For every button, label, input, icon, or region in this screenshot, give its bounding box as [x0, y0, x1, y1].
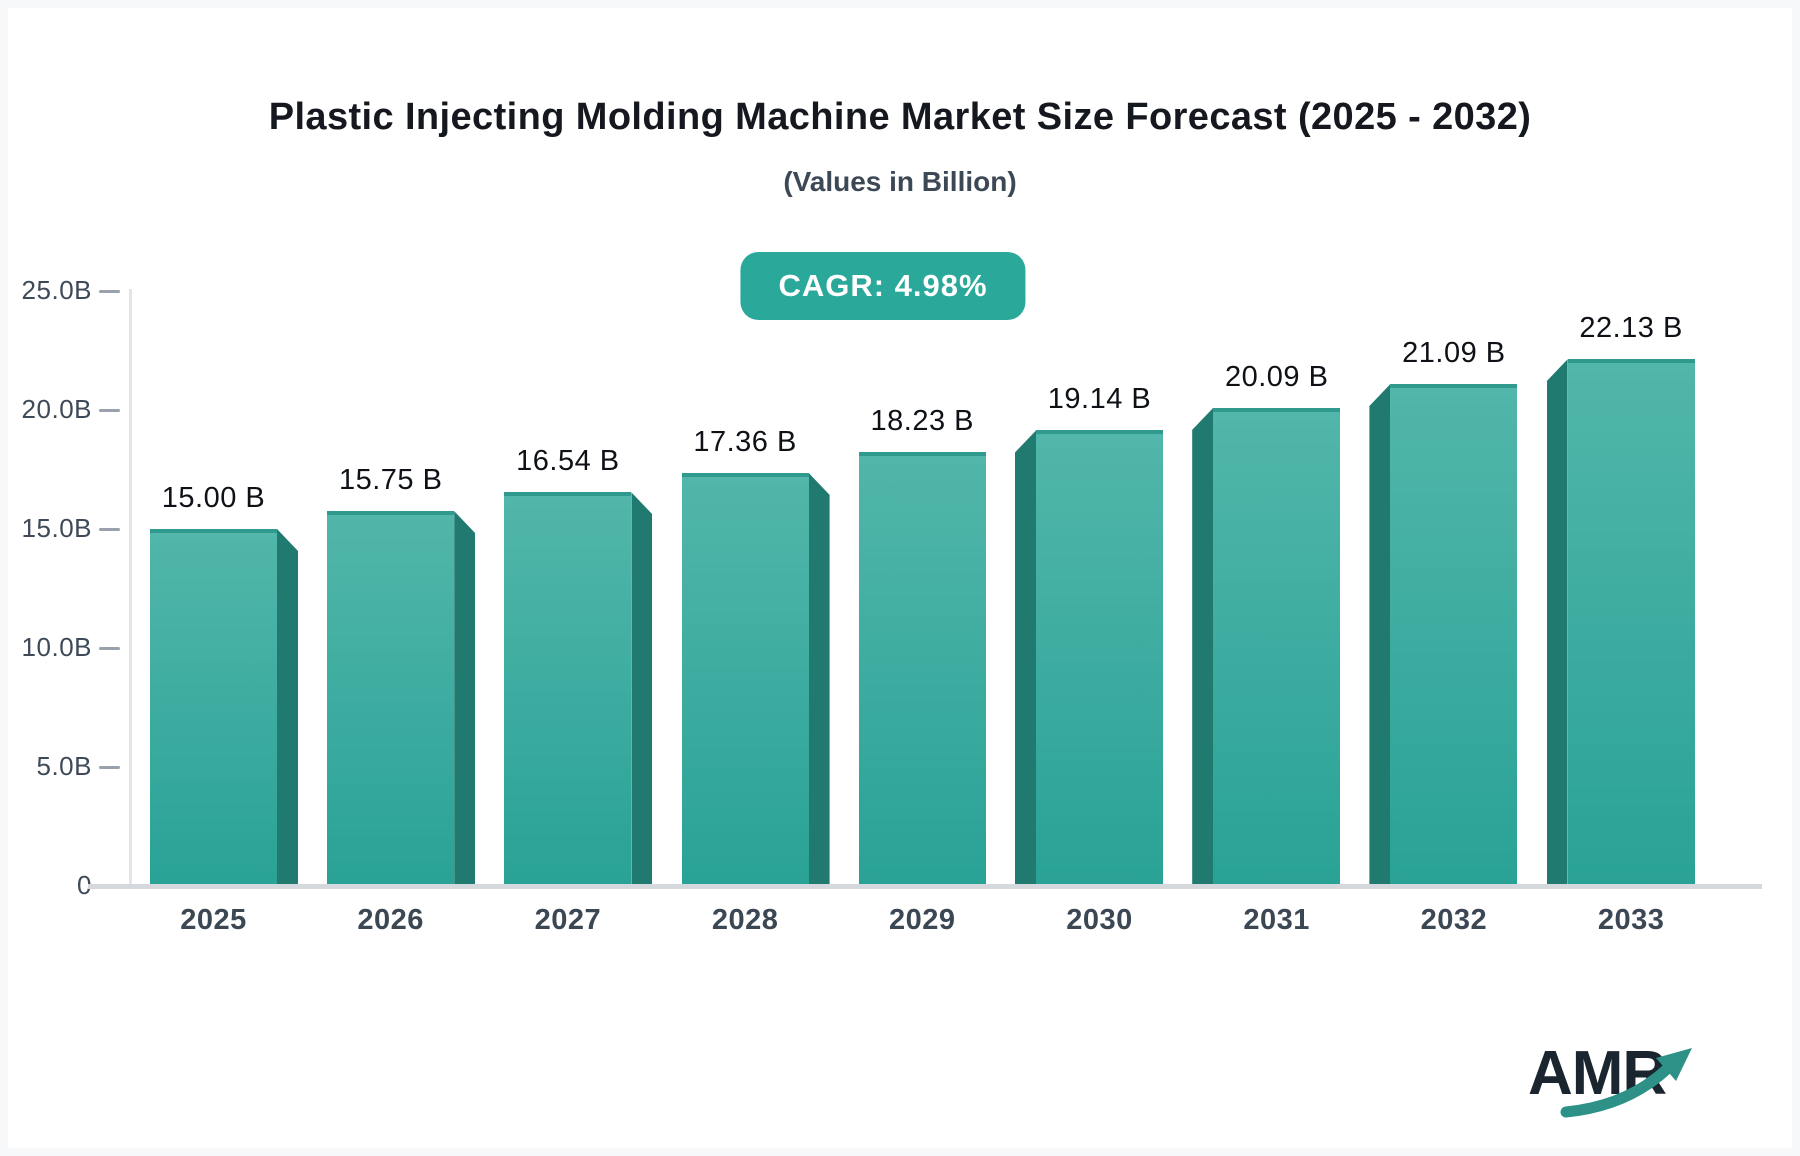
bar-value-label: 22.13 B [1579, 312, 1683, 345]
cagr-badge: CAGR: 4.98% [740, 252, 1026, 320]
bar-2033 [1567, 359, 1695, 886]
y-axis-tick [99, 646, 120, 650]
bar-2032 [1390, 384, 1518, 886]
bar-value-label: 20.09 B [1224, 360, 1329, 393]
chart-title: Plastic Injecting Molding Machine Market… [268, 96, 1532, 138]
bar-2029 [858, 452, 986, 886]
y-axis-tick [99, 527, 120, 531]
bar-2027 [504, 492, 632, 886]
chart-subtitle: (Values in Billion) [783, 166, 1017, 197]
y-axis-tick [99, 408, 120, 412]
bar-value-label: 15.75 B [338, 464, 443, 497]
x-axis-label: 2029 [889, 904, 956, 936]
bar-side-face [631, 492, 653, 886]
bar-side-face [1015, 430, 1036, 886]
x-axis-label: 2033 [1597, 904, 1665, 936]
bar-2030 [1036, 430, 1163, 886]
bar-value-label: 16.54 B [516, 445, 620, 478]
x-axis-label: 2032 [1420, 904, 1488, 936]
x-axis-label: 2027 [534, 904, 602, 936]
x-axis-label: 2026 [357, 904, 424, 936]
y-axis-label: 20.0B [21, 394, 92, 424]
bar-side-face [1546, 359, 1568, 886]
bar-value-label: 19.14 B [1047, 383, 1152, 416]
growth-arrow-icon [1560, 1062, 1674, 1118]
bar-side-face [454, 511, 476, 886]
y-axis-label: 10.0B [21, 632, 92, 662]
x-axis-label: 2030 [1066, 904, 1133, 936]
bar-side-face [277, 529, 298, 886]
bar-side-face [1369, 384, 1391, 886]
growth-arrow-head-icon [1656, 1048, 1692, 1081]
bar-2031 [1213, 407, 1341, 886]
bar-value-label: 18.23 B [870, 405, 975, 438]
bar-value-label: 21.09 B [1402, 337, 1506, 370]
bar-2026 [327, 511, 455, 886]
y-axis-line [129, 289, 132, 886]
y-axis-label: 15.0B [21, 513, 92, 543]
amr-logo-text: AMR [1528, 1039, 1666, 1108]
y-axis-tick [99, 765, 120, 769]
amr-logo: AMR [1528, 1036, 1738, 1126]
bar-side-face [808, 472, 830, 886]
y-axis-label: 0 [77, 870, 92, 900]
x-axis-baseline [88, 884, 1762, 889]
x-axis-label: 2028 [711, 904, 779, 936]
y-axis-label: 5.0B [36, 751, 92, 781]
bar-side-face [1192, 407, 1214, 886]
bar-value-label: 17.36 B [693, 425, 797, 458]
x-axis-label: 2031 [1243, 904, 1310, 936]
bar-2028 [681, 472, 809, 886]
bar-value-label: 15.00 B [161, 482, 266, 514]
x-axis-label: 2025 [180, 904, 247, 936]
y-axis-tick [99, 289, 120, 293]
bar-2025 [150, 529, 277, 886]
y-axis-label: 25.0B [21, 275, 92, 305]
